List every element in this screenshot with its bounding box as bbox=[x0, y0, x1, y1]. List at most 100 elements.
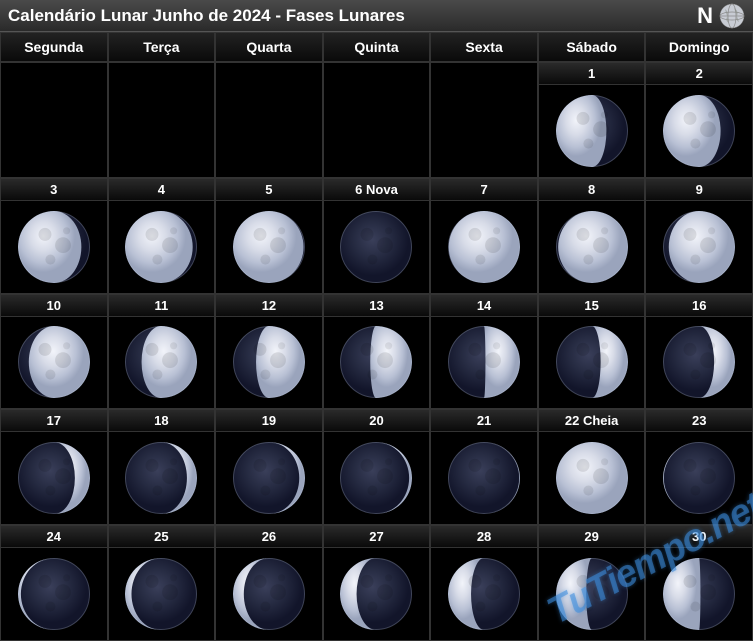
day-label: 11 bbox=[109, 295, 215, 317]
day-cell: 12 bbox=[215, 294, 323, 410]
day-cell: 18 bbox=[108, 409, 216, 525]
moon-phase-icon bbox=[431, 317, 537, 409]
moon-phase-icon bbox=[216, 548, 322, 640]
day-label: 7 bbox=[431, 179, 537, 201]
day-cell: 8 bbox=[538, 178, 646, 294]
hemisphere-letter: N bbox=[697, 3, 713, 29]
weekday-header: Sexta bbox=[430, 32, 538, 62]
weekday-header: Domingo bbox=[645, 32, 753, 62]
day-cell: 6 Nova bbox=[323, 178, 431, 294]
day-label: 19 bbox=[216, 410, 322, 432]
day-label: 15 bbox=[539, 295, 645, 317]
moon-phase-icon bbox=[1, 548, 107, 640]
moon-phase-icon bbox=[646, 317, 752, 409]
day-label: 6 Nova bbox=[324, 179, 430, 201]
day-label: 20 bbox=[324, 410, 430, 432]
moon-phase-icon bbox=[324, 201, 430, 293]
day-label: 1 bbox=[539, 63, 645, 85]
weekday-header: Segunda bbox=[0, 32, 108, 62]
day-cell: 25 bbox=[108, 525, 216, 641]
day-cell: 1 bbox=[538, 62, 646, 178]
day-label: 23 bbox=[646, 410, 752, 432]
empty-cell bbox=[215, 62, 323, 178]
day-label: 26 bbox=[216, 526, 322, 548]
day-cell: 2 bbox=[645, 62, 753, 178]
moon-phase-icon bbox=[646, 548, 752, 640]
moon-phase-icon bbox=[539, 201, 645, 293]
hemisphere-indicator: N bbox=[697, 3, 745, 29]
day-label: 25 bbox=[109, 526, 215, 548]
day-cell: 30 bbox=[645, 525, 753, 641]
day-cell: 11 bbox=[108, 294, 216, 410]
day-cell: 17 bbox=[0, 409, 108, 525]
moon-phase-icon bbox=[539, 317, 645, 409]
moon-phase-icon bbox=[431, 201, 537, 293]
moon-phase-icon bbox=[1, 201, 107, 293]
day-label: 17 bbox=[1, 410, 107, 432]
empty-cell bbox=[0, 62, 108, 178]
day-label: 21 bbox=[431, 410, 537, 432]
empty-cell bbox=[430, 62, 538, 178]
day-label: 22 Cheia bbox=[539, 410, 645, 432]
moon-phase-icon bbox=[216, 201, 322, 293]
day-cell: 13 bbox=[323, 294, 431, 410]
moon-phase-icon bbox=[324, 548, 430, 640]
moon-phase-icon bbox=[109, 432, 215, 524]
day-cell: 27 bbox=[323, 525, 431, 641]
moon-phase-icon bbox=[539, 432, 645, 524]
day-cell: 3 bbox=[0, 178, 108, 294]
moon-phase-icon bbox=[216, 432, 322, 524]
day-label: 29 bbox=[539, 526, 645, 548]
moon-phase-icon bbox=[109, 317, 215, 409]
title-bar: Calendário Lunar Junho de 2024 - Fases L… bbox=[0, 0, 753, 32]
day-cell: 20 bbox=[323, 409, 431, 525]
day-label: 28 bbox=[431, 526, 537, 548]
day-label: 9 bbox=[646, 179, 752, 201]
moon-phase-icon bbox=[646, 85, 752, 177]
weekday-header: Sábado bbox=[538, 32, 646, 62]
day-cell: 10 bbox=[0, 294, 108, 410]
day-label: 4 bbox=[109, 179, 215, 201]
weekday-header: Quinta bbox=[323, 32, 431, 62]
day-label: 8 bbox=[539, 179, 645, 201]
day-label: 2 bbox=[646, 63, 752, 85]
day-cell: 24 bbox=[0, 525, 108, 641]
moon-phase-icon bbox=[324, 432, 430, 524]
day-cell: 23 bbox=[645, 409, 753, 525]
day-label: 16 bbox=[646, 295, 752, 317]
moon-phase-icon bbox=[109, 548, 215, 640]
moon-phase-icon bbox=[109, 201, 215, 293]
day-cell: 19 bbox=[215, 409, 323, 525]
moon-phase-icon bbox=[324, 317, 430, 409]
day-cell: 16 bbox=[645, 294, 753, 410]
day-cell: 15 bbox=[538, 294, 646, 410]
day-label: 27 bbox=[324, 526, 430, 548]
day-label: 12 bbox=[216, 295, 322, 317]
weekday-header: Terça bbox=[108, 32, 216, 62]
moon-phase-icon bbox=[646, 201, 752, 293]
day-cell: 7 bbox=[430, 178, 538, 294]
moon-phase-icon bbox=[216, 317, 322, 409]
moon-phase-icon bbox=[1, 432, 107, 524]
empty-cell bbox=[323, 62, 431, 178]
weekday-header-row: SegundaTerçaQuartaQuintaSextaSábadoDomin… bbox=[0, 32, 753, 62]
day-cell: 21 bbox=[430, 409, 538, 525]
day-cell: 22 Cheia bbox=[538, 409, 646, 525]
moon-phase-icon bbox=[539, 85, 645, 177]
weekday-header: Quarta bbox=[215, 32, 323, 62]
day-label: 5 bbox=[216, 179, 322, 201]
day-cell: 28 bbox=[430, 525, 538, 641]
page-title: Calendário Lunar Junho de 2024 - Fases L… bbox=[8, 6, 405, 26]
day-cell: 5 bbox=[215, 178, 323, 294]
day-cell: 14 bbox=[430, 294, 538, 410]
day-label: 3 bbox=[1, 179, 107, 201]
globe-icon bbox=[719, 3, 745, 29]
day-label: 14 bbox=[431, 295, 537, 317]
day-cell: 26 bbox=[215, 525, 323, 641]
day-label: 18 bbox=[109, 410, 215, 432]
moon-phase-icon bbox=[646, 432, 752, 524]
moon-phase-icon bbox=[431, 548, 537, 640]
day-label: 10 bbox=[1, 295, 107, 317]
moon-phase-icon bbox=[431, 432, 537, 524]
moon-phase-icon bbox=[539, 548, 645, 640]
